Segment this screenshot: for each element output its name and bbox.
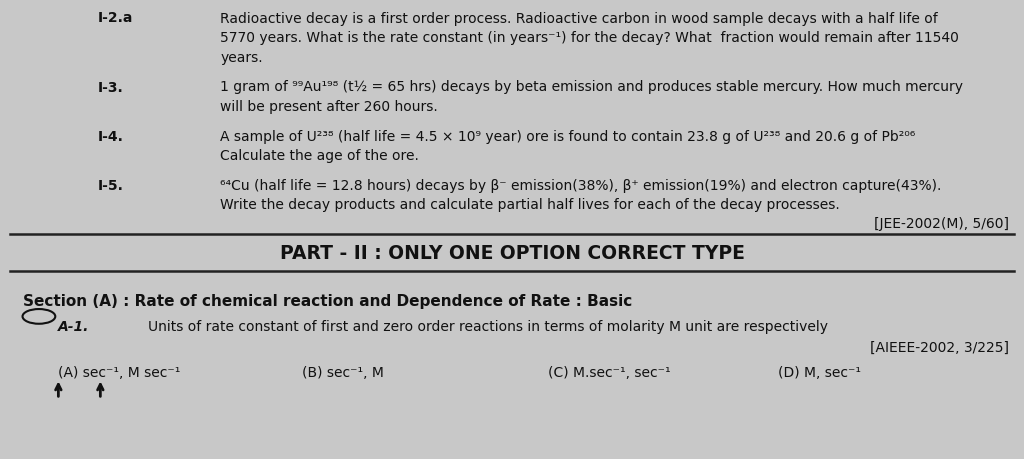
Text: A sample of U²³⁸ (half life = 4.5 × 10⁹ year) ore is found to contain 23.8 g of : A sample of U²³⁸ (half life = 4.5 × 10⁹ …: [220, 129, 915, 143]
Text: Units of rate constant of first and zero order reactions in terms of molarity M : Units of rate constant of first and zero…: [148, 319, 828, 333]
Text: I-5.: I-5.: [97, 179, 123, 192]
Text: Calculate the age of the ore.: Calculate the age of the ore.: [220, 149, 419, 162]
Text: A-1.: A-1.: [58, 319, 90, 333]
Text: (B) sec⁻¹, M: (B) sec⁻¹, M: [302, 365, 384, 379]
Text: Radioactive decay is a first order process. Radioactive carbon in wood sample de: Radioactive decay is a first order proce…: [220, 11, 938, 25]
Text: Write the decay products and calculate partial half lives for each of the decay : Write the decay products and calculate p…: [220, 198, 840, 212]
Text: I-2.a: I-2.a: [97, 11, 133, 25]
Text: 1 gram of ⁹⁹Au¹⁹⁸ (t½ = 65 hrs) decays by beta emission and produces stable merc: 1 gram of ⁹⁹Au¹⁹⁸ (t½ = 65 hrs) decays b…: [220, 80, 964, 94]
Text: I-4.: I-4.: [97, 129, 123, 143]
Text: (C) M.sec⁻¹, sec⁻¹: (C) M.sec⁻¹, sec⁻¹: [548, 365, 671, 379]
Text: (A) sec⁻¹, M sec⁻¹: (A) sec⁻¹, M sec⁻¹: [58, 365, 181, 379]
Text: PART - II : ONLY ONE OPTION CORRECT TYPE: PART - II : ONLY ONE OPTION CORRECT TYPE: [280, 244, 744, 263]
Text: years.: years.: [220, 50, 263, 64]
Text: ⁶⁴Cu (half life = 12.8 hours) decays by β⁻ emission(38%), β⁺ emission(19%) and e: ⁶⁴Cu (half life = 12.8 hours) decays by …: [220, 179, 941, 192]
Text: [AIEEE-2002, 3/225]: [AIEEE-2002, 3/225]: [869, 341, 1009, 354]
Text: Section (A) : Rate of chemical reaction and Dependence of Rate : Basic: Section (A) : Rate of chemical reaction …: [23, 294, 632, 309]
Text: will be present after 260 hours.: will be present after 260 hours.: [220, 100, 438, 113]
Text: [JEE-2002(M), 5/60]: [JEE-2002(M), 5/60]: [873, 217, 1009, 230]
Text: 5770 years. What is the rate constant (in years⁻¹) for the decay? What  fraction: 5770 years. What is the rate constant (i…: [220, 31, 959, 45]
Text: I-3.: I-3.: [97, 80, 123, 94]
Text: (D) M, sec⁻¹: (D) M, sec⁻¹: [778, 365, 861, 379]
